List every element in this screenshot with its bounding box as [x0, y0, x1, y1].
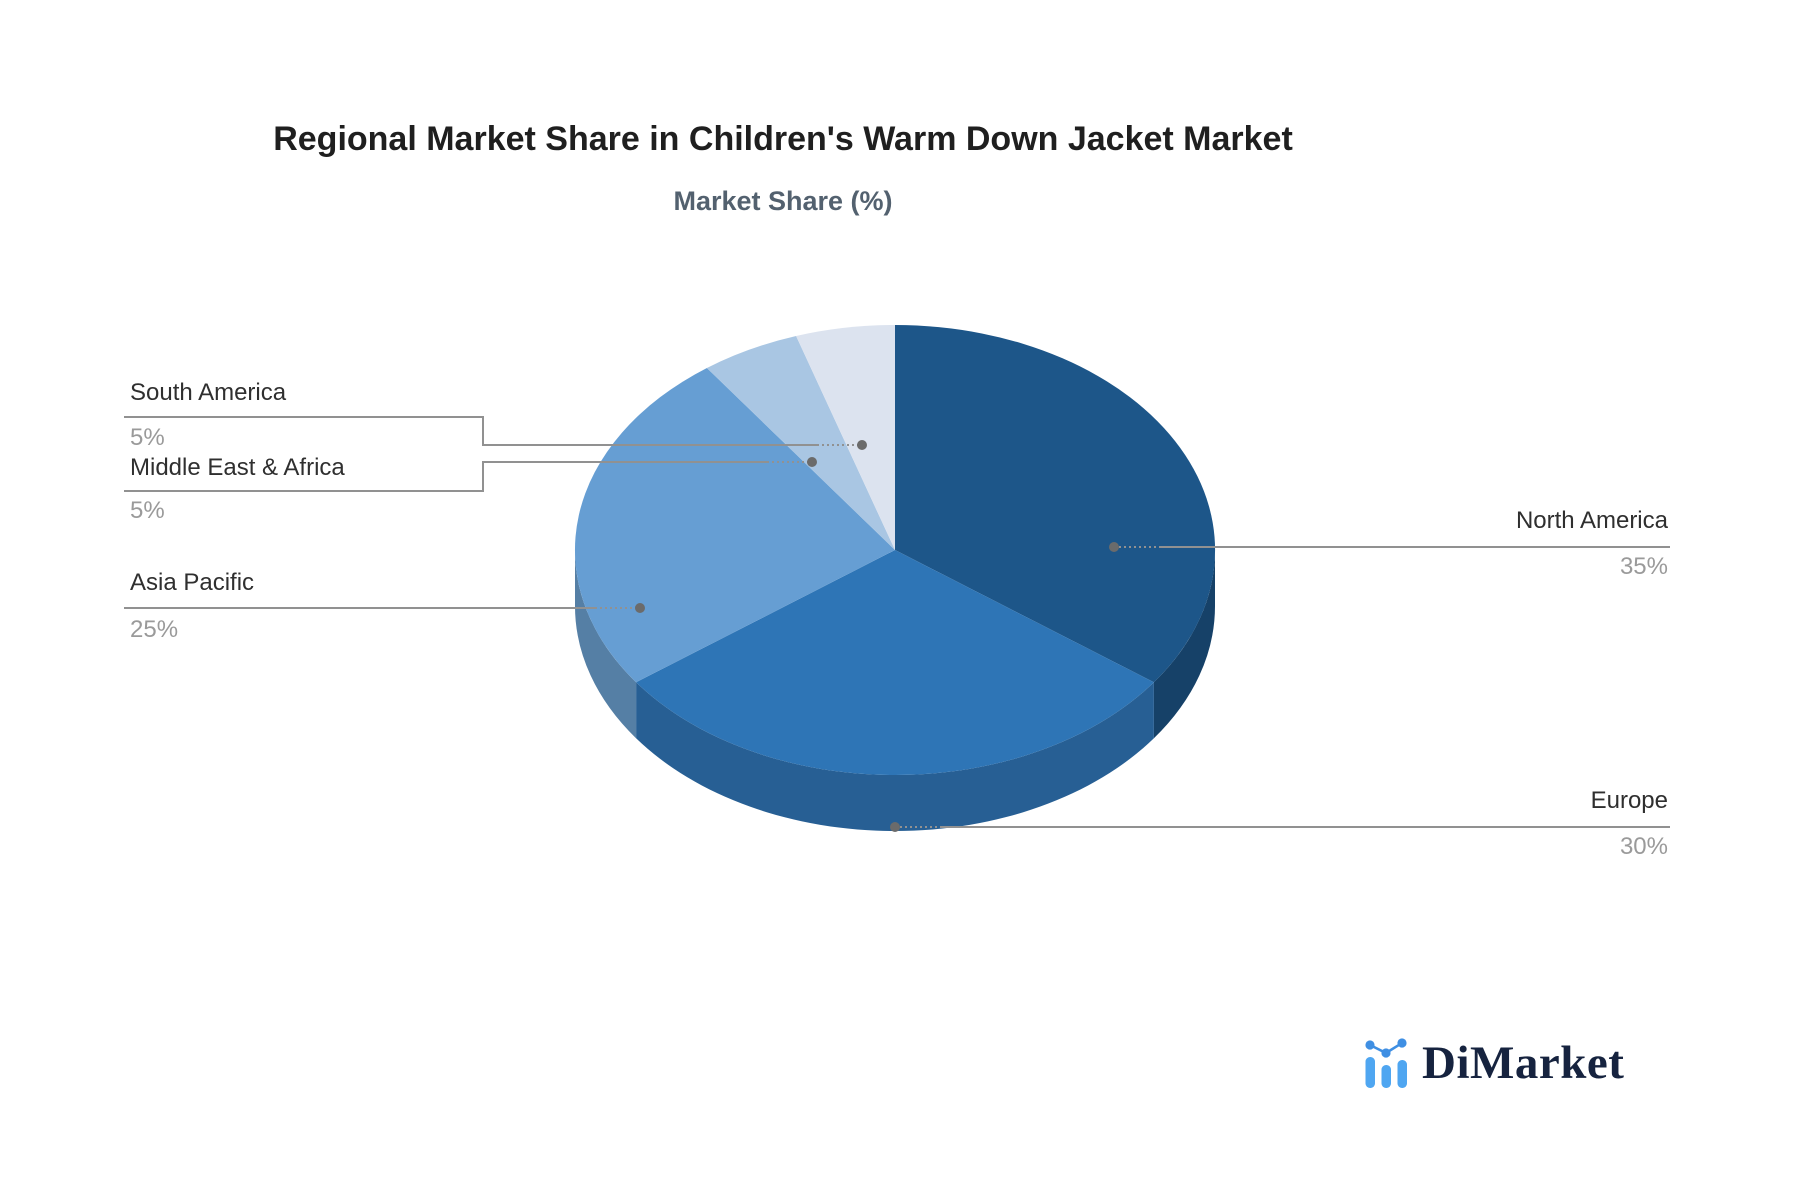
- callout-value-north-america: 35%: [1619, 553, 1668, 580]
- callout-value-middle-east-africa: 5%: [130, 497, 165, 524]
- callout-label-north-america: North America: [1515, 507, 1668, 534]
- leader-dot-south-america: [857, 440, 867, 450]
- brand-logo-text: DiMarket: [1422, 1037, 1625, 1089]
- pie-slice-middle-east-africa[interactable]: [706, 336, 895, 550]
- chart-subtitle: Market Share (%): [673, 186, 893, 216]
- leader-dot-middle-east-africa: [807, 457, 817, 467]
- pie-slice-asia-pacific[interactable]: [574, 368, 895, 683]
- leader-line-south-america: [124, 416, 817, 446]
- pie-slice-europe[interactable]: [636, 550, 1154, 776]
- pie-slice-side-asia-pacific: [575, 550, 637, 739]
- chart-title: Regional Market Share in Children's Warm…: [273, 120, 1293, 158]
- leader-dot-north-america: [1109, 542, 1119, 552]
- leader-dot-asia-pacific: [635, 603, 645, 613]
- pie-slice-side-europe: [636, 682, 1154, 832]
- callout-value-south-america: 5%: [130, 424, 165, 451]
- callout-value-europe: 30%: [1619, 833, 1668, 860]
- pie-slice-north-america[interactable]: [895, 325, 1216, 683]
- callout-label-middle-east-africa: Middle East & Africa: [130, 454, 345, 481]
- brand-logo: DiMarket: [1363, 1036, 1624, 1090]
- callout-value-asia-pacific: 25%: [130, 616, 179, 643]
- leader-dot-europe: [890, 822, 900, 832]
- pie-slice-south-america[interactable]: [796, 325, 895, 550]
- pie-slice-side-north-america: [1153, 550, 1215, 739]
- callout-label-south-america: South America: [130, 379, 287, 406]
- callout-label-asia-pacific: Asia Pacific: [130, 569, 255, 596]
- callout-label-europe: Europe: [1590, 787, 1668, 814]
- bar-line-chart-logo-icon: [1365, 1038, 1407, 1088]
- leader-line-middle-east-africa: [124, 461, 767, 492]
